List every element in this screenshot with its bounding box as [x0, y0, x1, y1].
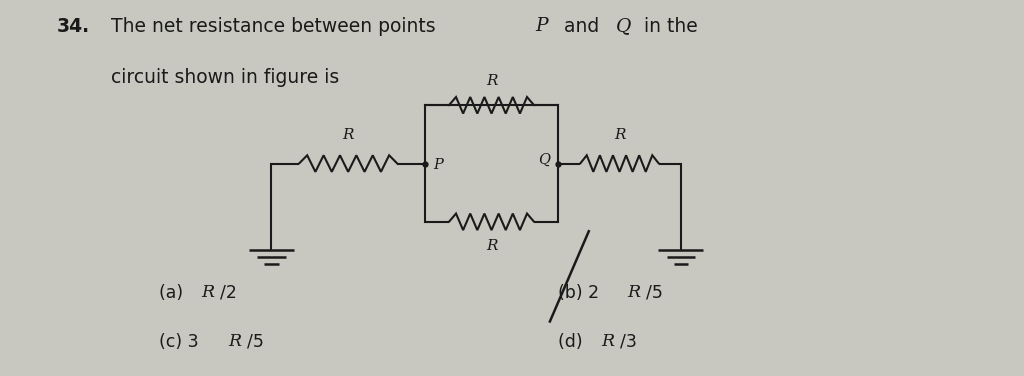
- Text: R: R: [601, 333, 614, 350]
- Text: (a): (a): [159, 284, 188, 302]
- Text: /5: /5: [646, 284, 663, 302]
- Text: 34.: 34.: [56, 17, 89, 36]
- Text: P: P: [433, 158, 443, 173]
- Text: (d): (d): [558, 333, 588, 351]
- Text: (b) 2: (b) 2: [558, 284, 599, 302]
- Text: /5: /5: [247, 333, 263, 351]
- Text: P: P: [536, 17, 548, 35]
- Text: R: R: [485, 74, 498, 88]
- Text: R: R: [613, 128, 626, 143]
- Text: and: and: [558, 17, 605, 36]
- Text: R: R: [485, 239, 498, 253]
- Text: (c) 3: (c) 3: [159, 333, 199, 351]
- Text: Q: Q: [538, 153, 550, 167]
- Text: R: R: [228, 333, 242, 350]
- Text: R: R: [628, 284, 641, 301]
- Text: Q: Q: [615, 17, 631, 35]
- Text: R: R: [342, 128, 354, 143]
- Text: circuit shown in figure is: circuit shown in figure is: [111, 68, 339, 87]
- Text: in the: in the: [638, 17, 697, 36]
- Text: The net resistance between points: The net resistance between points: [111, 17, 441, 36]
- Text: /3: /3: [620, 333, 636, 351]
- Text: /2: /2: [220, 284, 237, 302]
- Text: R: R: [202, 284, 215, 301]
